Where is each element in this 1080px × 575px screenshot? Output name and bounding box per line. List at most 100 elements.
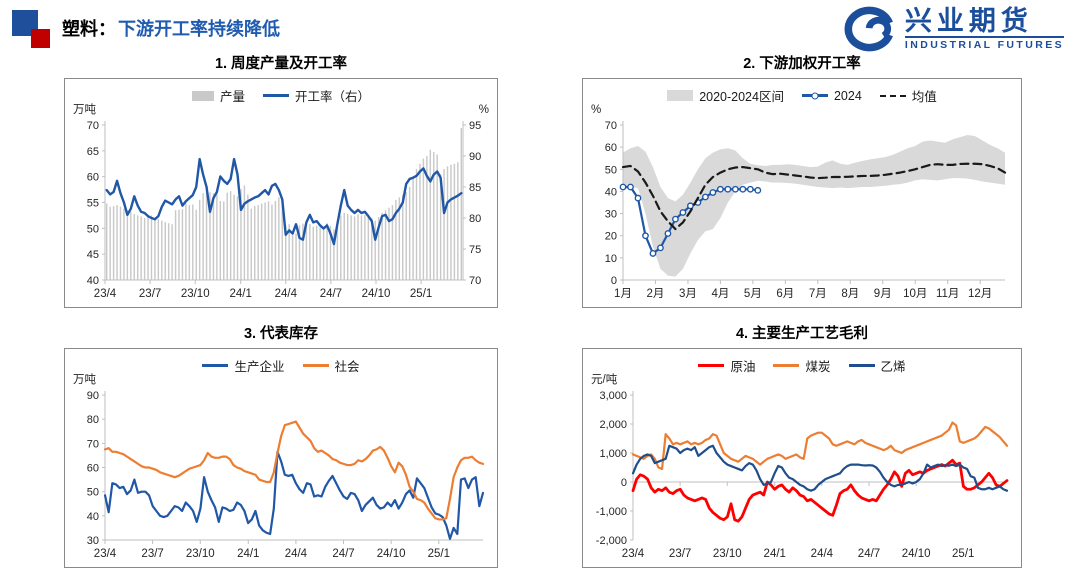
svg-text:70: 70: [605, 120, 617, 132]
page-title: 塑料： 下游开工率持续降低: [62, 15, 280, 41]
svg-text:10: 10: [605, 253, 617, 265]
svg-text:24/1: 24/1: [229, 288, 251, 300]
svg-text:12月: 12月: [968, 288, 992, 300]
page-title-main: 下游开工率持续降低: [118, 19, 280, 39]
svg-text:4月: 4月: [711, 288, 729, 300]
chart-downstream-weighted-operating-rate: 2020-2024区间 2024 均值 0 10 20 30 40 50 60 70 1月 2月 3月 4月…: [582, 78, 1022, 308]
svg-text:23/7: 23/7: [139, 288, 161, 300]
svg-text:9月: 9月: [874, 288, 892, 300]
svg-text:80: 80: [469, 213, 481, 225]
svg-text:24/1: 24/1: [237, 548, 259, 560]
svg-text:23/7: 23/7: [141, 548, 163, 560]
svg-text:23/7: 23/7: [669, 548, 691, 560]
svg-text:1月: 1月: [614, 288, 632, 300]
svg-text:23/4: 23/4: [622, 548, 645, 560]
svg-text:40: 40: [605, 186, 617, 198]
svg-text:2,000: 2,000: [599, 419, 627, 431]
chart-production-process-margin: 原油 煤炭 乙烯 -2,000 -1,000 0 1,000 2,000 3,000 23/4 23…: [582, 348, 1022, 568]
svg-text:24/1: 24/1: [764, 548, 786, 560]
svg-text:3月: 3月: [679, 288, 697, 300]
chart-title-1: 1. 周度产量及开工率: [214, 56, 348, 72]
svg-text:24/7: 24/7: [320, 288, 342, 300]
svg-text:24/10: 24/10: [902, 548, 931, 560]
svg-text:11月: 11月: [936, 288, 959, 300]
svg-text:60: 60: [87, 463, 99, 475]
svg-text:95: 95: [469, 120, 481, 132]
svg-text:60: 60: [87, 172, 99, 184]
svg-text:24/4: 24/4: [285, 548, 308, 560]
svg-text:40: 40: [87, 511, 99, 523]
svg-text:40: 40: [87, 275, 99, 287]
svg-text:24/7: 24/7: [858, 548, 880, 560]
company-name-cn: 兴业期货: [904, 6, 1033, 36]
svg-text:%: %: [479, 104, 489, 116]
svg-text:25/1: 25/1: [428, 548, 450, 560]
panel-inventory: 3. 代表库存 生产企业 社会 30 40 50 60 70 80 90 23/4 23/7 23/1…: [64, 322, 498, 568]
svg-text:%: %: [591, 104, 601, 116]
svg-text:90: 90: [469, 151, 481, 163]
svg-text:45: 45: [87, 249, 99, 261]
panel-weekly-production: 1. 周度产量及开工率 产量 开工率（右） 40 45 50 55 60 65 70 70 75 80…: [64, 52, 498, 308]
svg-text:6月: 6月: [776, 288, 794, 300]
decor-red-square: [31, 29, 50, 48]
svg-text:8月: 8月: [841, 288, 859, 300]
svg-text:0: 0: [611, 275, 617, 287]
svg-text:25/1: 25/1: [952, 548, 974, 560]
chart-title-4: 4. 主要生产工艺毛利: [735, 326, 869, 342]
svg-text:-2,000: -2,000: [596, 535, 627, 547]
svg-text:23/10: 23/10: [181, 288, 210, 300]
svg-text:1,000: 1,000: [599, 448, 627, 460]
svg-text:2月: 2月: [647, 288, 665, 300]
svg-text:24/10: 24/10: [362, 288, 391, 300]
svg-text:70: 70: [87, 438, 99, 450]
svg-text:65: 65: [87, 146, 99, 158]
svg-text:30: 30: [87, 535, 99, 547]
company-logo: 兴业期货 INDUSTRIAL FUTURES: [843, 5, 1064, 53]
svg-text:23/4: 23/4: [94, 548, 117, 560]
production-process-margin-plot: -2,000 -1,000 0 1,000 2,000 3,000 23/4 23/7 23/1…: [591, 373, 1009, 560]
svg-text:23/10: 23/10: [186, 548, 215, 560]
downstream-weighted-operating-rate-plot: 0 10 20 30 40 50 60 70 1月 2月 3月 4月 5月 6月 7月 8月 9月 10月 11月 1…: [591, 104, 1007, 300]
logo-divider: [904, 36, 1064, 38]
svg-text:万吨: 万吨: [73, 103, 96, 116]
chart-representative-inventory: 生产企业 社会 30 40 50 60 70 80 90 23/4 23/7 23/10 24/1 24/…: [64, 348, 498, 568]
svg-text:90: 90: [87, 390, 99, 402]
company-logo-text: 兴业期货 INDUSTRIAL FUTURES: [904, 6, 1064, 51]
svg-text:75: 75: [469, 244, 481, 256]
chart-title-2: 2. 下游加权开工率: [743, 56, 861, 72]
panel-downstream-operating-rate: 2. 下游加权开工率 2020-2024区间 2024 均值 0 10 20 30 40 50 6…: [582, 52, 1022, 308]
svg-text:5月: 5月: [744, 288, 762, 300]
svg-text:55: 55: [87, 198, 99, 210]
svg-text:24/4: 24/4: [811, 548, 834, 560]
chart-weekly-production-operating-rate: 产量 开工率（右） 40 45 50 55 60 65 70 70 75 80 85 90 95 23/4 23…: [64, 78, 498, 308]
svg-text:20: 20: [605, 231, 617, 243]
company-logo-swirl-icon: [844, 6, 893, 52]
svg-text:24/10: 24/10: [377, 548, 406, 560]
svg-text:24/4: 24/4: [275, 288, 298, 300]
svg-text:10月: 10月: [903, 288, 927, 300]
svg-text:50: 50: [605, 164, 617, 176]
svg-text:80: 80: [87, 414, 99, 426]
svg-text:50: 50: [87, 223, 99, 235]
svg-text:7月: 7月: [809, 288, 827, 300]
svg-text:元/吨: 元/吨: [591, 373, 618, 386]
svg-text:23/10: 23/10: [713, 548, 742, 560]
svg-text:0: 0: [621, 477, 627, 489]
company-name-en: INDUSTRIAL FUTURES: [904, 39, 1064, 51]
svg-text:70: 70: [469, 275, 481, 287]
panel-process-margin: 4. 主要生产工艺毛利 原油 煤炭 乙烯 -2,000 -1,000 0 1,000 2,00…: [582, 322, 1022, 568]
svg-text:-1,000: -1,000: [596, 506, 627, 518]
weekly-production-operating-rate-plot: 40 45 50 55 60 65 70 70 75 80 85 90 95 23/4 23/7 23/10 2…: [73, 103, 489, 300]
svg-text:万吨: 万吨: [73, 373, 96, 386]
svg-text:85: 85: [469, 182, 481, 194]
svg-text:60: 60: [605, 142, 617, 154]
chart-title-3: 3. 代表库存: [243, 326, 319, 342]
svg-text:25/1: 25/1: [410, 288, 432, 300]
svg-text:24/7: 24/7: [332, 548, 354, 560]
page-title-prefix: 塑料：: [62, 19, 116, 39]
svg-text:30: 30: [605, 209, 617, 221]
svg-text:50: 50: [87, 487, 99, 499]
svg-text:23/4: 23/4: [94, 288, 117, 300]
svg-text:3,000: 3,000: [599, 390, 627, 402]
